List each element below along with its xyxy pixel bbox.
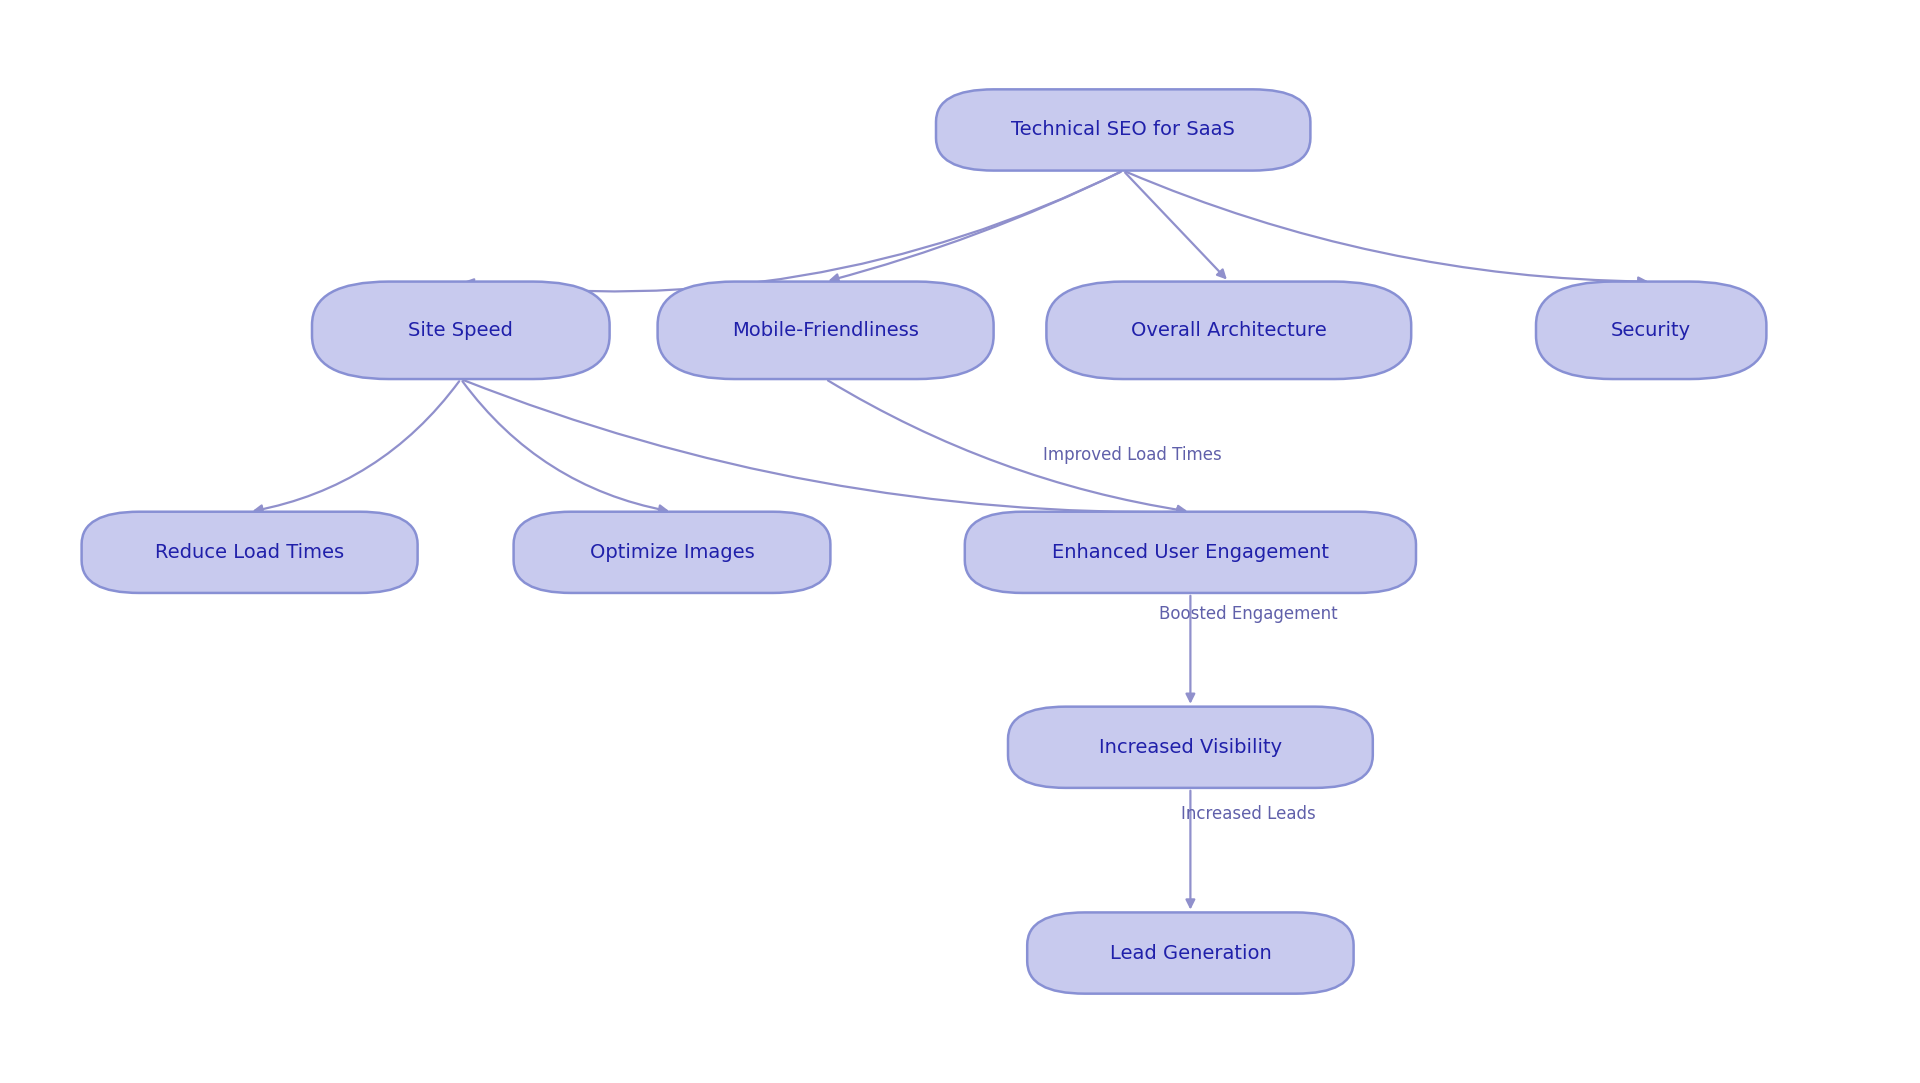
Text: Site Speed: Site Speed xyxy=(409,321,513,340)
Text: Optimize Images: Optimize Images xyxy=(589,543,755,562)
FancyBboxPatch shape xyxy=(1008,706,1373,788)
FancyBboxPatch shape xyxy=(1046,282,1411,379)
Text: Increased Visibility: Increased Visibility xyxy=(1098,738,1283,757)
Text: Improved Load Times: Improved Load Times xyxy=(1043,445,1223,464)
FancyBboxPatch shape xyxy=(513,512,829,593)
FancyBboxPatch shape xyxy=(311,282,611,379)
FancyBboxPatch shape xyxy=(1027,912,1354,994)
FancyBboxPatch shape xyxy=(935,90,1309,170)
Text: Mobile-Friendliness: Mobile-Friendliness xyxy=(732,321,920,340)
Text: Technical SEO for SaaS: Technical SEO for SaaS xyxy=(1012,120,1235,140)
Text: Lead Generation: Lead Generation xyxy=(1110,943,1271,963)
FancyBboxPatch shape xyxy=(1536,282,1766,379)
Text: Security: Security xyxy=(1611,321,1692,340)
Text: Enhanced User Engagement: Enhanced User Engagement xyxy=(1052,543,1329,562)
FancyBboxPatch shape xyxy=(83,512,419,593)
FancyBboxPatch shape xyxy=(657,282,995,379)
Text: Increased Leads: Increased Leads xyxy=(1181,805,1315,823)
FancyBboxPatch shape xyxy=(964,512,1415,593)
Text: Reduce Load Times: Reduce Load Times xyxy=(156,543,344,562)
Text: Overall Architecture: Overall Architecture xyxy=(1131,321,1327,340)
Text: Boosted Engagement: Boosted Engagement xyxy=(1158,604,1338,623)
